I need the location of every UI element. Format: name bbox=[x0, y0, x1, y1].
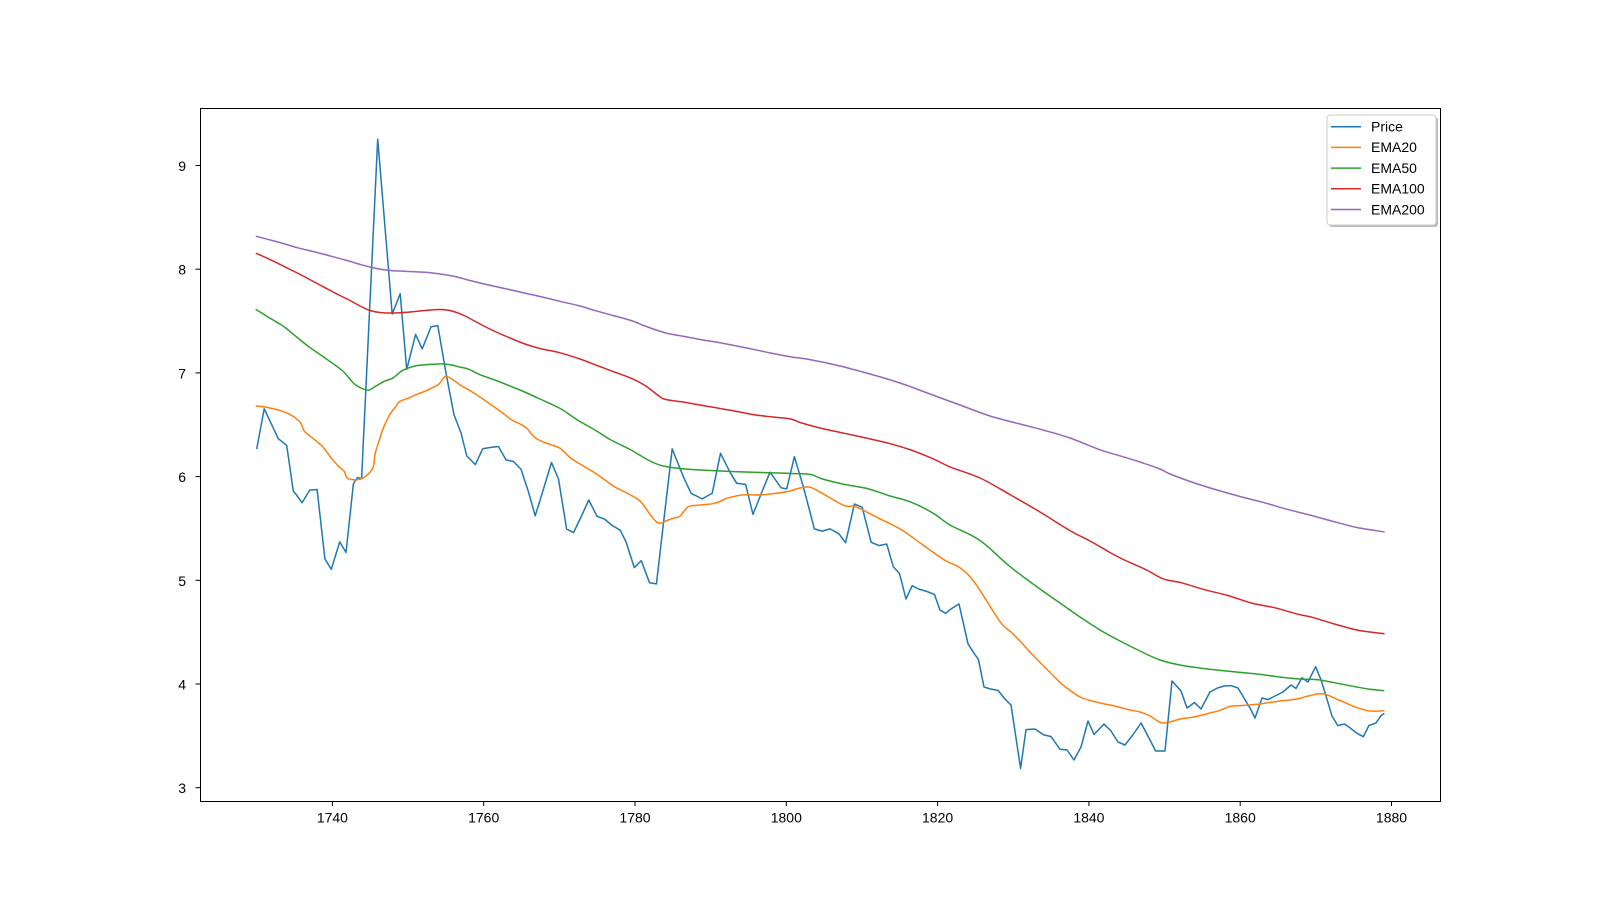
svg-text:4: 4 bbox=[178, 677, 186, 693]
svg-text:1760: 1760 bbox=[468, 809, 499, 825]
svg-text:5: 5 bbox=[178, 573, 186, 589]
svg-text:EMA50: EMA50 bbox=[1371, 160, 1417, 176]
svg-text:1740: 1740 bbox=[317, 809, 348, 825]
svg-text:1840: 1840 bbox=[1073, 809, 1104, 825]
svg-text:1800: 1800 bbox=[771, 809, 802, 825]
svg-text:1860: 1860 bbox=[1225, 809, 1256, 825]
svg-text:9: 9 bbox=[178, 158, 186, 174]
svg-text:1820: 1820 bbox=[922, 809, 953, 825]
svg-text:Price: Price bbox=[1371, 119, 1403, 135]
svg-text:1780: 1780 bbox=[619, 809, 650, 825]
svg-text:3: 3 bbox=[178, 780, 186, 796]
svg-text:EMA100: EMA100 bbox=[1371, 181, 1425, 197]
svg-text:EMA200: EMA200 bbox=[1371, 201, 1425, 217]
svg-text:7: 7 bbox=[178, 365, 186, 381]
svg-text:6: 6 bbox=[178, 469, 186, 485]
svg-text:8: 8 bbox=[178, 262, 186, 278]
svg-text:1880: 1880 bbox=[1376, 809, 1407, 825]
svg-text:EMA20: EMA20 bbox=[1371, 139, 1417, 155]
